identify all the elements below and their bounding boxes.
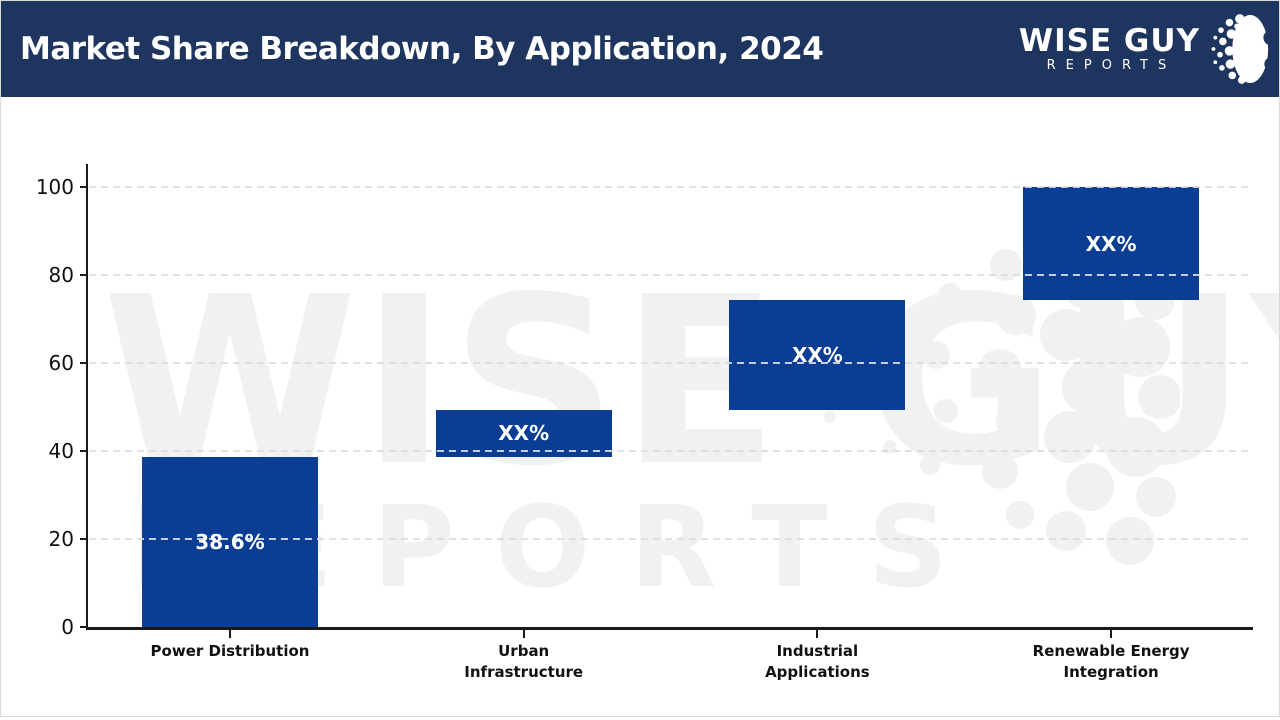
y-tick-label-80: 80	[48, 263, 74, 287]
bar-value-label: XX%	[498, 421, 550, 446]
x-category-label-power-distribution: Power Distribution	[150, 642, 310, 660]
gridline-100	[89, 186, 1253, 188]
brand-wordmark: WISE GUY	[1018, 22, 1200, 59]
header: Market Share Breakdown, By Application, …	[0, 0, 1280, 97]
x-tick	[816, 630, 819, 638]
bar-value-label: 38.6%	[195, 530, 265, 555]
y-tick-label-20: 20	[48, 527, 74, 551]
x-category-label-urban-infrastructure: Urban Infrastructure	[464, 642, 584, 681]
brand-face-icon	[1211, 14, 1270, 84]
y-tick	[80, 186, 88, 188]
y-tick	[80, 450, 88, 452]
bar-value-label: XX%	[791, 342, 843, 367]
brand-subtitle: REPORTS	[1046, 58, 1177, 74]
y-tick-label-0: 0	[61, 615, 74, 639]
bar-industrial-applications	[729, 300, 906, 410]
x-tick	[1110, 630, 1113, 638]
bar-renewable-energy-integration	[1023, 187, 1200, 301]
x-category-label-industrial-applications: Industrial Applications	[765, 642, 870, 681]
gridline-60	[89, 362, 1253, 364]
y-tick	[80, 274, 88, 276]
x-tick	[522, 630, 525, 638]
y-tick	[80, 626, 88, 628]
y-tick	[80, 538, 88, 540]
y-tick-label-40: 40	[48, 439, 74, 463]
x-category-label-renewable-energy-integration: Renewable Energy Integration	[1032, 642, 1190, 681]
x-tick	[229, 630, 231, 638]
bar-power-distribution	[142, 457, 318, 627]
bar-value-label: XX%	[1085, 231, 1137, 256]
watermark-face-dots-icon	[792, 217, 1180, 565]
y-tick	[80, 362, 88, 364]
brand-text: WISE GUY REPORTS	[1019, 25, 1200, 74]
gridline-80	[89, 274, 1253, 276]
gridline-40	[89, 450, 1253, 452]
gridline-20	[89, 538, 1253, 540]
y-axis-spine	[86, 164, 88, 630]
x-axis-spine	[86, 627, 1253, 630]
page-title: Market Share Breakdown, By Application, …	[20, 30, 824, 67]
y-tick-label-100: 100	[35, 175, 74, 199]
y-tick-label-60: 60	[48, 351, 74, 375]
bar-urban-infrastructure	[435, 409, 612, 458]
brand-logo: WISE GUY REPORTS	[1019, 4, 1270, 94]
